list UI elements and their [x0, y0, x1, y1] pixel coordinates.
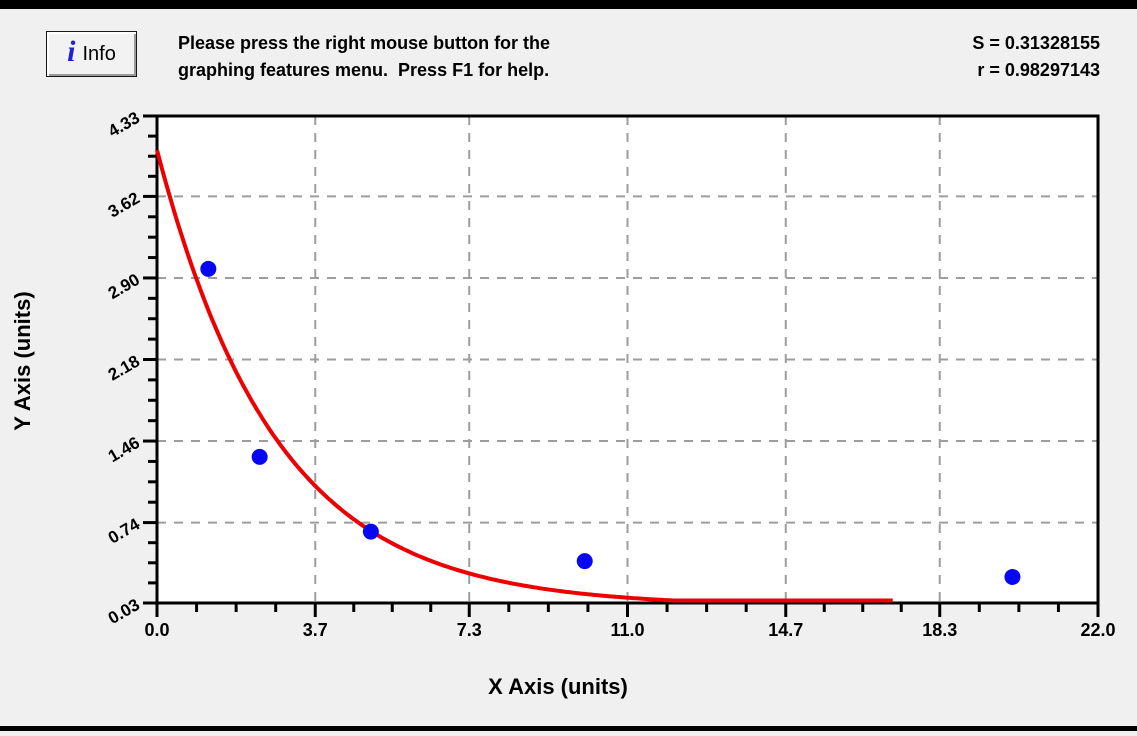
- y-tick-label: 1.46: [105, 433, 143, 466]
- x-tick-label: 14.7: [768, 620, 803, 640]
- info-icon: i: [67, 35, 76, 68]
- y-tick-label: 0.74: [105, 514, 144, 547]
- fit-stat-s: S = 0.31328155: [972, 33, 1100, 53]
- x-axis-title: X Axis (units): [488, 674, 628, 699]
- instruction-line-2: graphing features menu. Press F1 for hel…: [178, 60, 550, 80]
- data-point[interactable]: [576, 553, 593, 570]
- fit-stat-r: r = 0.98297143: [977, 60, 1100, 80]
- x-tick-label: 18.3: [922, 620, 957, 640]
- x-tick-label: 22.0: [1080, 620, 1115, 640]
- x-tick-label: 3.7: [303, 620, 328, 640]
- y-tick-label: 4.33: [105, 108, 143, 141]
- y-tick-label: 2.90: [105, 270, 143, 303]
- x-tick-label: 0.0: [144, 620, 169, 640]
- data-point[interactable]: [362, 523, 379, 540]
- data-point[interactable]: [200, 260, 217, 277]
- y-tick-label: 3.62: [105, 188, 143, 221]
- fit-statistics: S = 0.31328155 r = 0.98297143: [972, 30, 1100, 84]
- instruction-line-1: Please press the right mouse button for …: [178, 33, 551, 53]
- window-bottom-border: [0, 726, 1137, 731]
- y-tick-label: 2.18: [105, 352, 143, 385]
- plot-border: [155, 114, 1100, 605]
- info-button-label: Info: [82, 42, 116, 65]
- window-top-border: [0, 0, 1137, 9]
- x-tick-label: 11.0: [610, 620, 644, 640]
- data-point[interactable]: [1004, 568, 1021, 585]
- instruction-text: Please press the right mouse button for …: [178, 30, 550, 84]
- data-point[interactable]: [251, 448, 268, 465]
- info-button[interactable]: i Info: [46, 31, 137, 77]
- y-tick-label: 0.03: [105, 595, 143, 628]
- x-tick-label: 7.3: [457, 620, 482, 640]
- fit-curve: [155, 149, 893, 603]
